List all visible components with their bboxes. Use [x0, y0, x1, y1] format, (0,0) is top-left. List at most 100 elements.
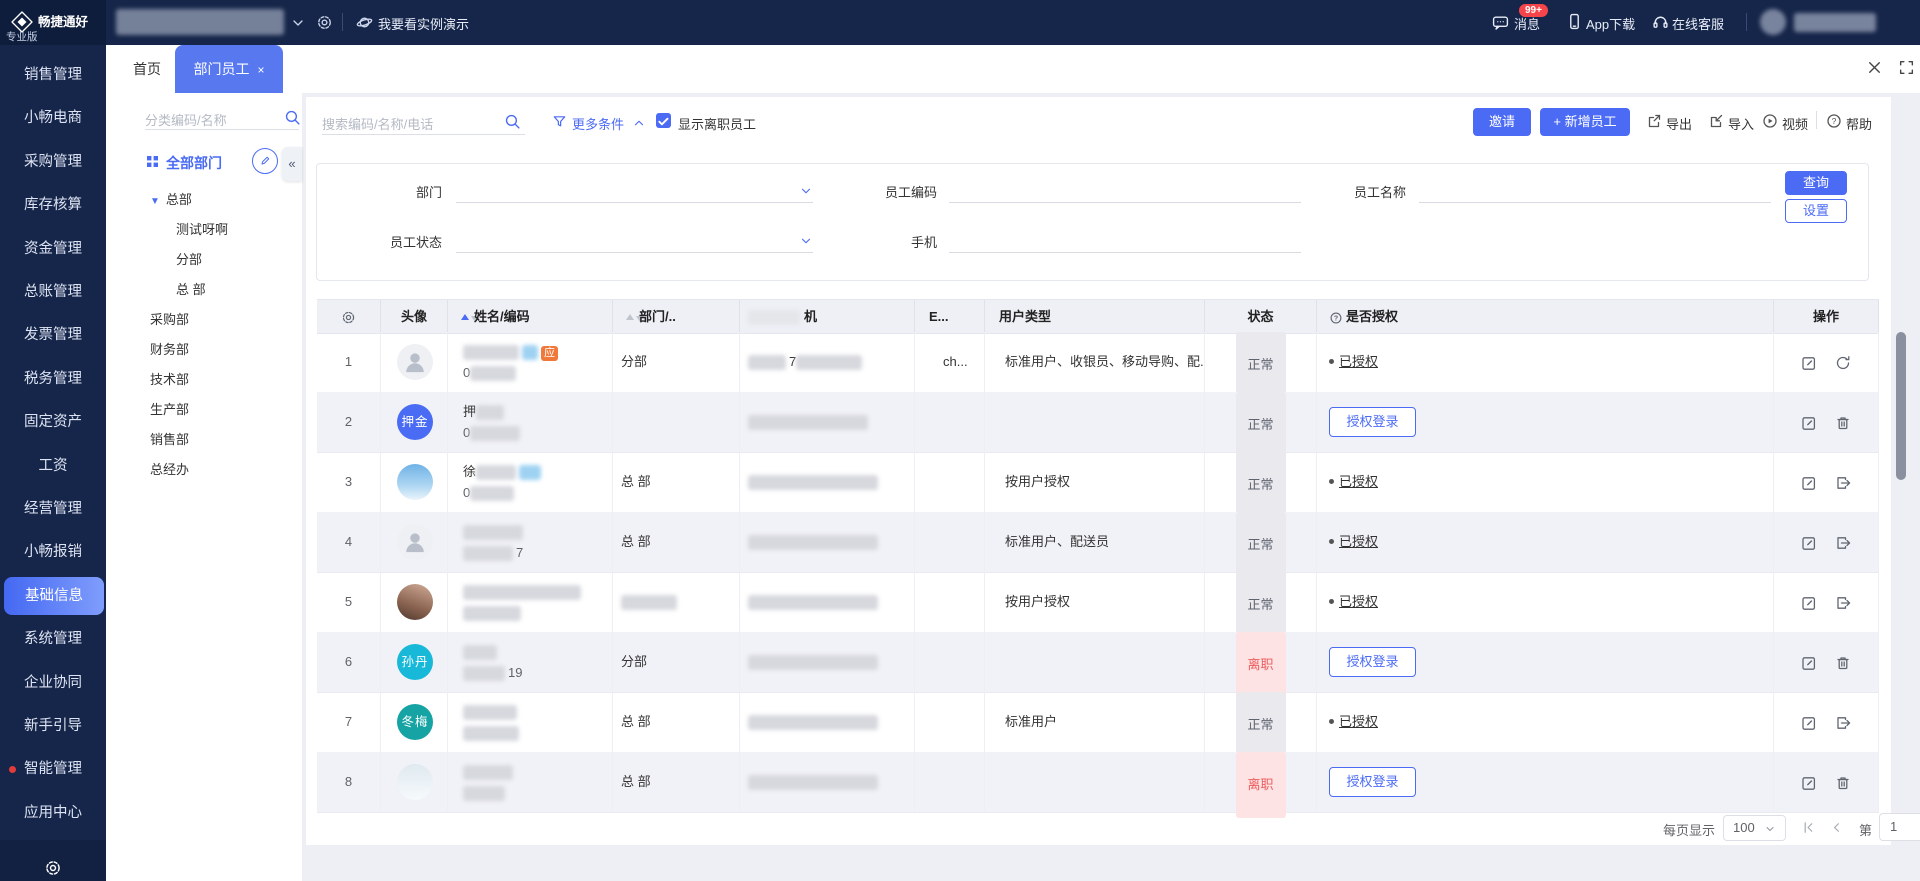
sidebar-item-9[interactable]: 工资: [38, 457, 68, 474]
tree-node-测试呀啊[interactable]: 测试呀啊: [176, 219, 228, 238]
edit-icon[interactable]: [1801, 474, 1817, 490]
filter-select-chevron-icon[interactable]: [799, 182, 813, 198]
trash-icon[interactable]: [1835, 774, 1851, 789]
tree-search-icon[interactable]: [284, 109, 301, 126]
vertical-scrollbar[interactable]: [1896, 332, 1906, 480]
org-chevron-down-icon[interactable]: [290, 15, 306, 31]
employee-search-icon[interactable]: [504, 113, 521, 130]
sidebar-item-14[interactable]: 企业协同: [24, 674, 82, 691]
sidebar-item-2[interactable]: 采购管理: [24, 153, 82, 170]
show-resigned-checkbox[interactable]: [656, 113, 671, 128]
sidebar-item-6[interactable]: 发票管理: [24, 327, 82, 344]
table-row-8[interactable]: 8 总 部 离职 授权登录: [317, 752, 1879, 818]
sidebar-item-16[interactable]: 智能管理: [0, 750, 106, 788]
export-label[interactable]: 导出: [1666, 117, 1693, 132]
support-label[interactable]: 在线客服: [1672, 17, 1725, 32]
help-icon[interactable]: ?: [1826, 113, 1842, 129]
user-name-masked[interactable]: [1794, 13, 1876, 32]
sidebar-gear-icon[interactable]: [44, 859, 62, 877]
per-page-select[interactable]: 100: [1723, 815, 1786, 841]
show-resigned-label[interactable]: 显示离职员工: [678, 117, 757, 132]
demo-link[interactable]: 我要看实例演示: [378, 17, 470, 32]
column-header-姓名/编码[interactable]: 姓名/编码: [448, 300, 613, 333]
logout-icon[interactable]: [1835, 714, 1851, 729]
sidebar-item-7[interactable]: 税务管理: [24, 370, 82, 387]
tree-root-label[interactable]: 全部部门: [166, 155, 222, 171]
edit-icon[interactable]: [1801, 714, 1817, 730]
first-page-icon[interactable]: [1801, 820, 1816, 835]
page-input[interactable]: 1: [1879, 813, 1920, 841]
table-row-2[interactable]: 2 押金 押 0 正常 授权登录: [317, 392, 1879, 458]
sidebar-item-13[interactable]: 系统管理: [24, 631, 82, 648]
sidebar-item-8[interactable]: 固定资产: [24, 414, 82, 431]
table-row-5[interactable]: 5 按用户授权 正常 已授权: [317, 572, 1879, 638]
messages-label[interactable]: 消息: [1514, 17, 1541, 32]
table-row-3[interactable]: 3 徐 0 总 部 按用户授权 正常 已授权: [317, 452, 1879, 518]
export-icon[interactable]: [1646, 113, 1662, 129]
message-icon[interactable]: [1492, 14, 1509, 31]
table-row-7[interactable]: 7 冬梅 总 部 标准用户 正常 已授权: [317, 692, 1879, 758]
import-icon[interactable]: [1708, 113, 1724, 129]
edit-icon[interactable]: [1801, 354, 1817, 370]
tree-search-input[interactable]: 分类编码/名称: [145, 113, 227, 128]
auth-granted-link[interactable]: 已授权: [1339, 534, 1379, 549]
filter-input-部门[interactable]: [456, 180, 813, 203]
edit-icon[interactable]: [1801, 654, 1817, 670]
user-avatar[interactable]: [1760, 9, 1786, 35]
column-header-部门/..[interactable]: 部门/..: [613, 300, 740, 333]
sidebar-item-15[interactable]: 新手引导: [24, 718, 82, 734]
chevron-up-icon[interactable]: [632, 116, 646, 130]
tree-node-财务部[interactable]: 财务部: [150, 339, 189, 358]
table-row-6[interactable]: 6 孙丹 19 分部 离职 授权登录: [317, 632, 1879, 698]
logout-icon[interactable]: [1835, 474, 1851, 489]
tree-edit-button[interactable]: [252, 148, 278, 174]
more-filters-link[interactable]: 更多条件: [572, 117, 625, 132]
sort-icon[interactable]: [460, 313, 479, 322]
column-header-settings[interactable]: [317, 300, 381, 333]
logout-icon[interactable]: [1835, 594, 1851, 609]
add-employee-button[interactable]: + 新增员工: [1540, 108, 1630, 136]
edit-icon[interactable]: [1801, 594, 1817, 610]
sidebar-item-12[interactable]: 基础信息: [4, 576, 104, 615]
trash-icon[interactable]: [1835, 414, 1851, 429]
tab-close-icon[interactable]: ×: [257, 63, 265, 77]
prev-page-icon[interactable]: [1829, 820, 1844, 835]
tree-node-总部[interactable]: ▼ 总部: [150, 189, 192, 208]
edit-icon[interactable]: [1801, 774, 1817, 790]
filter-input-员工状态[interactable]: [456, 230, 813, 253]
sync-icon[interactable]: [1835, 354, 1851, 369]
auth-granted-link[interactable]: 已授权: [1339, 714, 1379, 729]
auth-granted-link[interactable]: 已授权: [1339, 354, 1379, 369]
caret-down-icon[interactable]: ▼: [150, 196, 160, 207]
sidebar-item-1[interactable]: 小畅电商: [24, 110, 82, 127]
table-row-1[interactable]: 1 应 0 分部 7 ch... 标准用户、收银员、移动导购、配... 正常 已授权: [317, 332, 1879, 398]
trash-icon[interactable]: [1835, 654, 1851, 669]
table-row-4[interactable]: 4 7 总 部 标准用户、配送员 正常 已授权: [317, 512, 1879, 578]
sidebar-item-3[interactable]: 库存核算: [24, 197, 82, 214]
auth-login-button[interactable]: 授权登录: [1329, 407, 1416, 437]
fullscreen-icon[interactable]: [1898, 59, 1915, 76]
video-label[interactable]: 视频: [1782, 117, 1809, 132]
filter-funnel-icon[interactable]: [552, 114, 567, 129]
filter-input-手机[interactable]: [949, 230, 1301, 253]
invite-button[interactable]: 邀请: [1473, 108, 1531, 136]
auth-login-button[interactable]: 授权登录: [1329, 767, 1416, 797]
employee-search-input[interactable]: 搜索编码/名称/电话: [322, 117, 434, 132]
headset-icon[interactable]: [1652, 13, 1669, 30]
tree-node-采购部[interactable]: 采购部: [150, 309, 189, 328]
tab-部门员工[interactable]: 部门员工 ×: [175, 45, 283, 93]
org-name-masked[interactable]: [116, 9, 284, 35]
sidebar-item-17[interactable]: 应用中心: [24, 804, 82, 821]
filter-input-员工编码[interactable]: [949, 180, 1301, 203]
sidebar-item-11[interactable]: 小畅报销: [24, 544, 82, 561]
settings-gear-icon[interactable]: [316, 14, 333, 31]
tree-node-总经办[interactable]: 总经办: [150, 459, 189, 478]
help-label[interactable]: 帮助: [1846, 117, 1873, 132]
edit-icon[interactable]: [1801, 534, 1817, 550]
edit-icon[interactable]: [1801, 414, 1817, 430]
query-button[interactable]: 查询: [1785, 171, 1847, 195]
tree-node-生产部[interactable]: 生产部: [150, 399, 189, 418]
app-phone-icon[interactable]: [1566, 13, 1583, 30]
logout-icon[interactable]: [1835, 534, 1851, 549]
sort-icon[interactable]: [625, 313, 644, 322]
